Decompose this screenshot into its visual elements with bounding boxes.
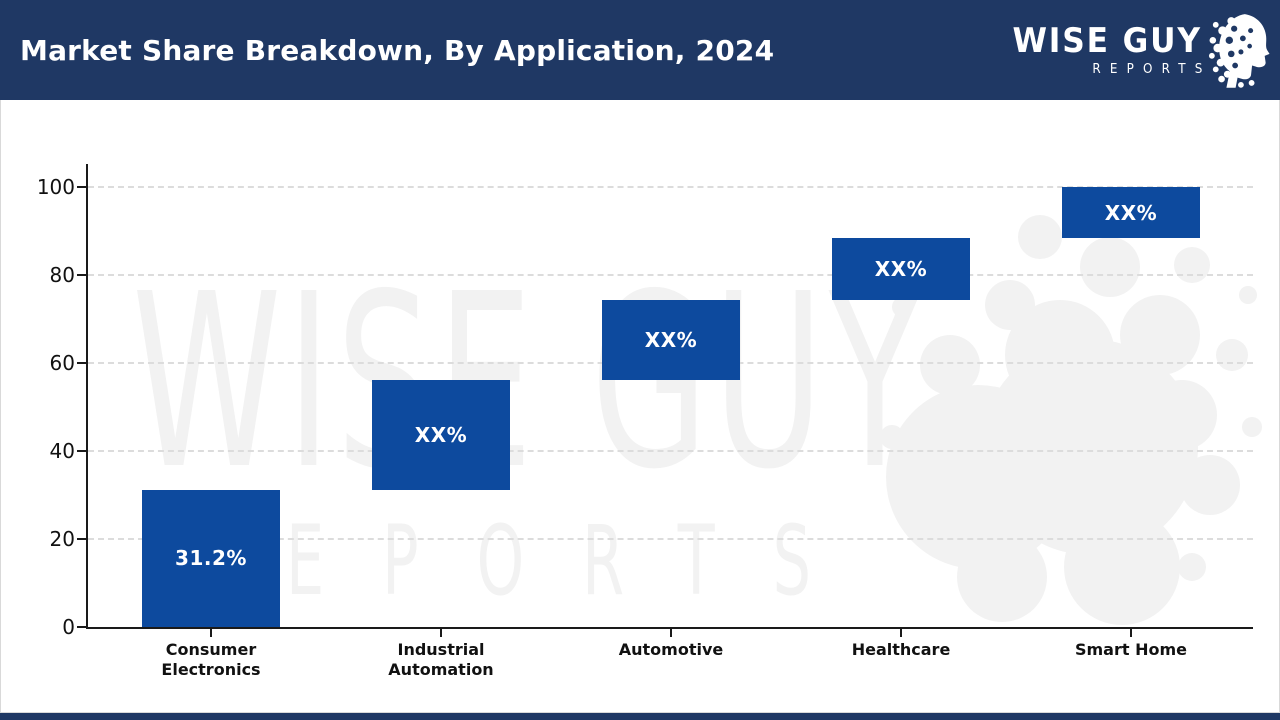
y-tickmark-60 [77, 362, 86, 364]
plot-area: 0 20 40 60 80 100 31.2% Consumer Electronics XX% I… [0, 100, 1280, 713]
wiseguy-head-icon [1208, 14, 1270, 88]
wiseguy-logo-text: WISE GUY REPORTS [996, 21, 1203, 76]
x-tick-label-line: Automation [388, 660, 494, 679]
x-tick-label-industrial-automation: Industrial Automation [336, 640, 546, 680]
watermark-head-icon [880, 215, 1262, 625]
y-tickmark-40 [77, 450, 86, 452]
x-tick-label-line: Automotive [618, 640, 724, 659]
gridline-y20 [88, 538, 1253, 540]
y-axis-spine [86, 164, 88, 629]
bar-value-label-automotive: XX% [644, 327, 698, 352]
bottom-border [0, 712, 1280, 713]
y-tick-label-20: 20 [49, 527, 75, 551]
y-tick-label-0: 0 [62, 615, 75, 639]
header: Market Share Breakdown, By Application, … [0, 0, 1280, 100]
left-border [0, 100, 1, 720]
y-tickmark-20 [77, 538, 86, 540]
bar-healthcare: XX% [832, 238, 970, 301]
bar-value-label-industrial-automation: XX% [414, 422, 468, 447]
x-tickmark-healthcare [900, 629, 902, 637]
x-tick-label-consumer-electronics: Consumer Electronics [106, 640, 316, 680]
bar-value-label-healthcare: XX% [874, 257, 928, 282]
bar-consumer-electronics: 31.2% [142, 489, 280, 627]
x-tickmark-industrial-automation [440, 629, 442, 637]
bar-value-label-consumer-electronics: 31.2% [175, 546, 247, 571]
x-tickmark-automotive [670, 629, 672, 637]
y-tick-label-100: 100 [36, 175, 75, 199]
x-tick-label-line: Electronics [161, 660, 261, 679]
x-tickmark-consumer-electronics [210, 629, 212, 637]
y-tickmark-80 [77, 274, 86, 276]
bar-industrial-automation: XX% [372, 379, 510, 490]
footer-bar [0, 713, 1280, 720]
x-tick-label-line: Smart Home [1074, 640, 1187, 659]
y-tickmark-0 [77, 626, 86, 628]
bar-smart-home: XX% [1062, 187, 1200, 239]
x-axis-spine [86, 627, 1253, 629]
gridline-y80 [88, 274, 1253, 276]
bar-value-label-smart-home: XX% [1104, 200, 1158, 225]
logo-subtitle: REPORTS [1092, 62, 1212, 77]
x-tick-label-line: Consumer [165, 640, 257, 659]
x-tick-label-healthcare: Healthcare [796, 640, 1006, 660]
page-title: Market Share Breakdown, By Application, … [20, 33, 775, 67]
bar-automotive: XX% [602, 300, 740, 380]
x-tick-label-line: Industrial [397, 640, 485, 659]
watermark-subtitle: REPORTS [186, 505, 869, 617]
x-tick-label-smart-home: Smart Home [1026, 640, 1236, 660]
y-tick-label-40: 40 [49, 439, 75, 463]
x-tick-label-line: Healthcare [851, 640, 951, 659]
y-tickmark-100 [77, 186, 86, 188]
y-tick-label-60: 60 [49, 351, 75, 375]
y-tick-label-80: 80 [49, 263, 75, 287]
x-tick-label-automotive: Automotive [566, 640, 776, 660]
x-tickmark-smart-home [1130, 629, 1132, 637]
gridline-y40 [88, 450, 1253, 452]
watermark-wordmark: WISE GUY [132, 242, 927, 522]
gridline-y100 [88, 186, 1253, 188]
logo-wordmark: WISE GUY [1012, 21, 1202, 61]
wiseguy-logo: WISE GUY REPORTS [996, 0, 1270, 100]
